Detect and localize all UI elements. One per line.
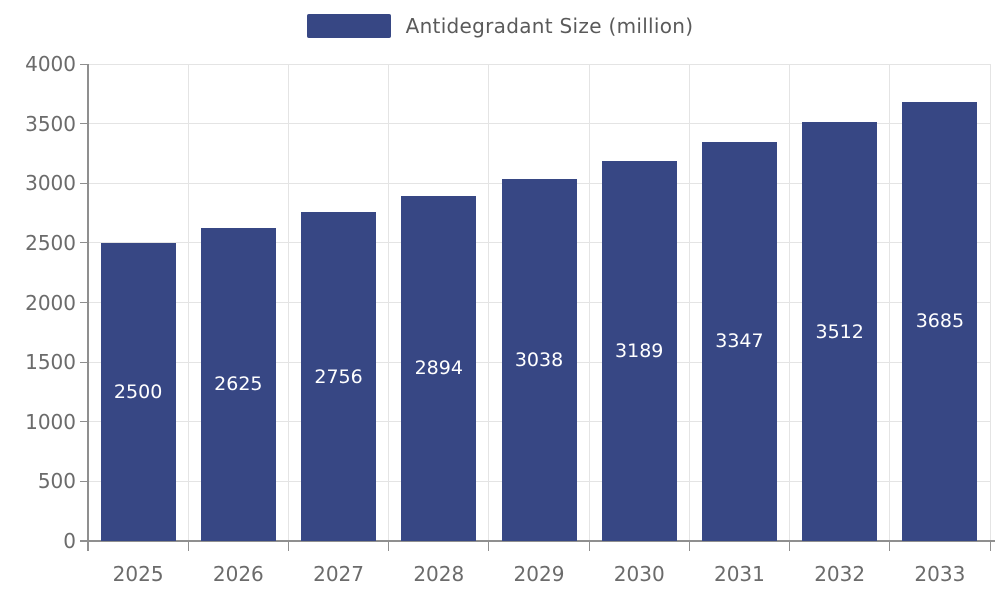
x-gridline	[488, 64, 490, 541]
x-tick-label: 2028	[413, 562, 465, 586]
bar-value-label: 3512	[815, 320, 864, 343]
x-gridline	[789, 64, 791, 541]
bar-value-label: 3189	[615, 339, 664, 362]
x-tick	[688, 541, 690, 551]
bar-2033	[902, 101, 977, 541]
bar-value-label: 2500	[113, 380, 163, 403]
y-axis-line	[87, 64, 89, 551]
x-gridline	[989, 64, 991, 541]
bar-2029	[502, 178, 577, 541]
x-tick	[187, 541, 189, 551]
y-tick	[80, 302, 88, 303]
x-tick	[789, 541, 791, 551]
bar-2028	[401, 195, 476, 541]
x-tick-label: 2029	[513, 562, 565, 586]
x-tick-label: 2025	[112, 562, 164, 586]
bar-2030	[602, 160, 677, 541]
bar-value-label: 2894	[414, 357, 463, 380]
y-tick-label: 3000	[25, 171, 76, 196]
bar-2025	[101, 242, 176, 541]
bar-value-label: 2756	[314, 365, 363, 388]
x-axis-line	[80, 540, 995, 542]
bar-value-label: 3347	[715, 330, 764, 353]
x-gridline	[388, 64, 390, 541]
x-tick-label: 2027	[313, 562, 364, 586]
x-tick-label: 2026	[212, 562, 264, 586]
y-tick-label: 1000	[25, 409, 76, 434]
x-gridline	[688, 64, 690, 541]
y-tick-label: 0	[63, 529, 76, 553]
bar-value-label: 3685	[915, 310, 965, 333]
x-gridline	[187, 64, 189, 541]
y-tick-label: 4000	[25, 52, 76, 76]
x-tick	[488, 541, 490, 551]
x-tick-label: 2033	[914, 562, 966, 586]
y-tick-label: 500	[37, 469, 76, 494]
bar-2032	[802, 122, 877, 541]
y-tick	[80, 63, 88, 65]
y-tick	[80, 480, 88, 482]
y-tick	[80, 182, 88, 184]
x-tick-label: 2030	[613, 562, 665, 586]
bar-2026	[201, 227, 276, 541]
bar-2031	[702, 141, 777, 541]
x-tick	[889, 541, 891, 551]
y-gridline	[88, 123, 990, 125]
x-tick-label: 2031	[713, 562, 765, 586]
bar-2027	[301, 212, 376, 541]
y-gridline	[88, 63, 990, 65]
y-tick-label: 1500	[25, 350, 76, 375]
legend-swatch	[306, 14, 391, 38]
bar-value-label: 2625	[214, 373, 263, 396]
x-gridline	[889, 64, 891, 541]
x-gridline	[588, 64, 590, 541]
y-tick	[80, 242, 88, 244]
x-tick	[588, 541, 590, 551]
y-tick-label: 3500	[25, 111, 76, 136]
bar-value-label: 3038	[514, 348, 564, 371]
y-tick-label: 2500	[25, 230, 76, 255]
x-tick	[989, 541, 991, 551]
x-tick	[388, 541, 390, 551]
y-tick	[80, 361, 88, 363]
y-tick-label: 2000	[25, 290, 76, 315]
legend-label: Antidegradant Size (million)	[405, 14, 694, 38]
y-tick	[80, 421, 88, 423]
x-tick-label: 2032	[814, 562, 866, 586]
legend[interactable]: Antidegradant Size (million)	[0, 14, 1000, 38]
x-gridline	[287, 64, 289, 541]
x-tick	[287, 541, 289, 551]
y-tick	[80, 123, 88, 125]
